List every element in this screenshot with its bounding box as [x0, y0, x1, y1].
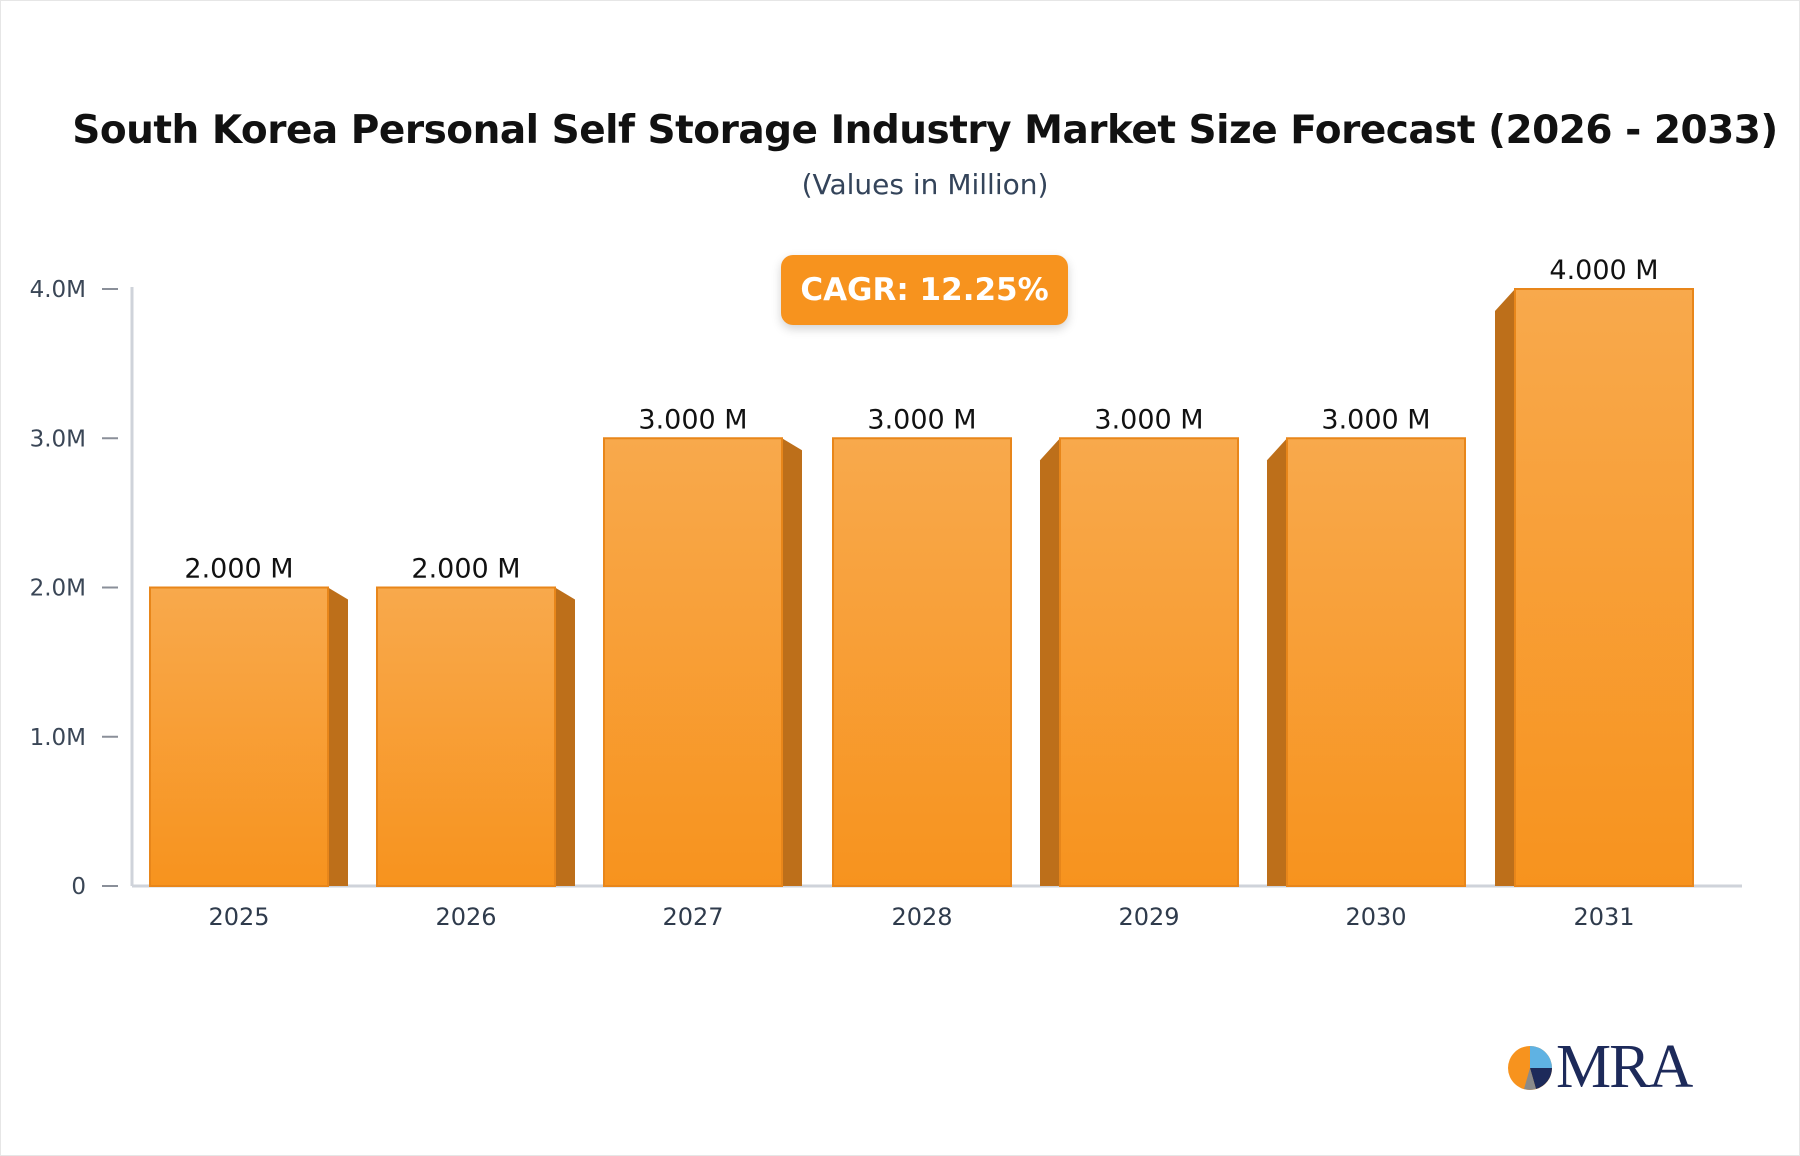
bar-side-face	[1267, 438, 1287, 886]
x-tick-label: 2025	[208, 903, 269, 931]
x-tick-label: 2029	[1118, 903, 1179, 931]
y-tick-label: 3.0M	[30, 426, 86, 452]
x-tick-label: 2027	[662, 903, 723, 931]
bar-2030	[1286, 437, 1466, 887]
x-tick-label: 2028	[891, 903, 952, 931]
x-tick-label: 2030	[1345, 903, 1406, 931]
y-tick-label: 4.0M	[30, 277, 86, 303]
data-label: 2.000 M	[411, 554, 520, 585]
data-label: 3.000 M	[638, 404, 747, 435]
cagr-badge: CAGR: 12.25%	[781, 255, 1068, 325]
bar-2031	[1514, 288, 1694, 887]
mra-logo: MRA	[1506, 1033, 1696, 1101]
bar-2029	[1059, 437, 1239, 887]
y-tick-label: 0	[71, 874, 86, 900]
bar-side-face	[1495, 289, 1515, 886]
bar-side-face	[1040, 438, 1060, 886]
data-label: 3.000 M	[867, 404, 976, 435]
y-tick-label: 1.0M	[30, 725, 86, 751]
bar-2027	[603, 437, 783, 887]
chart-title: South Korea Personal Self Storage Indust…	[72, 108, 1778, 153]
logo-pie-icon	[1508, 1046, 1552, 1090]
bar-2025	[149, 586, 329, 887]
bar-2028	[832, 437, 1012, 887]
x-tick-label: 2031	[1573, 903, 1634, 931]
data-label: 2.000 M	[184, 554, 293, 585]
bar-side-face	[782, 438, 802, 886]
data-label: 4.000 M	[1549, 255, 1658, 286]
chart-subtitle: (Values in Million)	[801, 168, 1049, 201]
data-label: 3.000 M	[1321, 404, 1430, 435]
x-tick-label: 2026	[435, 903, 496, 931]
logo-text: MRA	[1556, 1033, 1693, 1101]
y-tick-label: 2.0M	[30, 576, 86, 602]
bar-side-face	[555, 587, 575, 886]
bar-side-face	[328, 587, 348, 886]
bar-2026	[376, 586, 556, 887]
data-label: 3.000 M	[1094, 404, 1203, 435]
